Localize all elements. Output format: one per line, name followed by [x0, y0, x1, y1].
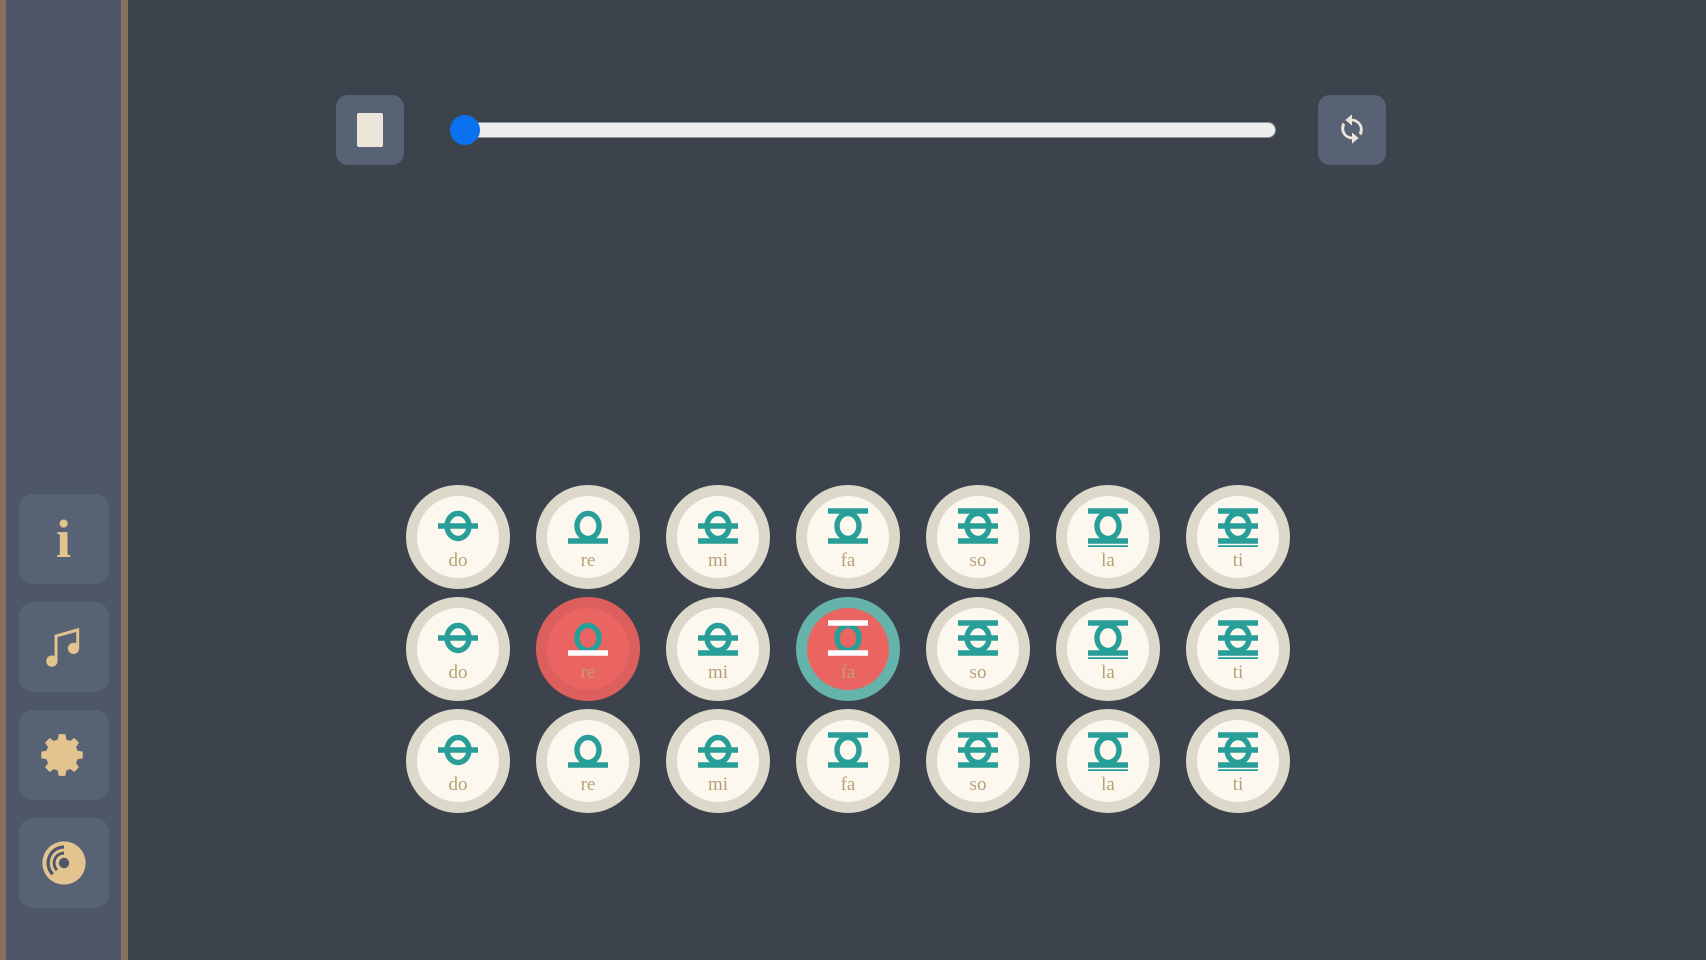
note-label: do: [448, 662, 468, 683]
note-button-middle-fa[interactable]: fa: [796, 597, 900, 701]
vinyl-record-icon: [38, 837, 90, 889]
note-button-high-ti[interactable]: ti: [1186, 709, 1290, 813]
slider-thumb[interactable]: [450, 115, 480, 145]
note-label: fa: [840, 662, 856, 683]
note-button-high-so[interactable]: so: [926, 709, 1030, 813]
sidebar-item-music[interactable]: [18, 602, 109, 692]
note-label: mi: [707, 662, 729, 683]
note-button-middle-mi[interactable]: mi: [666, 597, 770, 701]
note-button-low-la[interactable]: la: [1056, 485, 1160, 589]
note-button-middle-re[interactable]: re: [536, 597, 640, 701]
note-button-middle-so[interactable]: so: [926, 597, 1030, 701]
gear-icon: [39, 730, 89, 780]
note-label: re: [580, 550, 596, 571]
note-button-high-la[interactable]: la: [1056, 709, 1160, 813]
note-button-middle-ti[interactable]: ti: [1186, 597, 1290, 701]
note-button-middle-do[interactable]: do: [406, 597, 510, 701]
sidebar-item-info[interactable]: i: [18, 494, 109, 584]
note-label: re: [580, 662, 596, 683]
reload-button[interactable]: [1318, 95, 1386, 165]
note-label: do: [448, 550, 468, 571]
note-label: mi: [707, 550, 729, 571]
sidebar-item-settings[interactable]: [18, 710, 109, 800]
note-label: mi: [707, 774, 729, 795]
music-note-icon: [38, 621, 90, 673]
stop-button[interactable]: [336, 95, 404, 165]
note-label: fa: [840, 774, 856, 795]
note-label: re: [580, 774, 596, 795]
note-label: la: [1101, 662, 1115, 683]
note-button-low-so[interactable]: so: [926, 485, 1030, 589]
note-label: so: [969, 550, 987, 571]
note-button-low-ti[interactable]: ti: [1186, 485, 1290, 589]
slider-track[interactable]: [468, 122, 1276, 138]
note-button-high-re[interactable]: re: [536, 709, 640, 813]
note-label: la: [1101, 550, 1115, 571]
note-button-low-fa[interactable]: fa: [796, 485, 900, 589]
info-icon: i: [55, 509, 71, 569]
note-label: fa: [840, 550, 856, 571]
main-content: do re mi fa so la ti do re mi fa so la ti do re mi fa so la…: [128, 0, 1706, 960]
playback-toolbar: [336, 95, 1386, 165]
note-row-low: do re mi fa so la ti: [406, 485, 1290, 589]
note-grid: do re mi fa so la ti do re mi fa so la ti do re mi fa so la…: [406, 485, 1290, 813]
sidebar-item-record[interactable]: [18, 818, 109, 908]
note-label: so: [969, 774, 987, 795]
note-button-low-mi[interactable]: mi: [666, 485, 770, 589]
stop-square-icon: [357, 113, 383, 147]
note-button-high-do[interactable]: do: [406, 709, 510, 813]
refresh-icon: [1333, 110, 1371, 151]
note-label: ti: [1232, 774, 1244, 795]
note-row-high: do re mi fa so la ti: [406, 709, 1290, 813]
note-row-middle: do re mi fa so la ti: [406, 597, 1290, 701]
note-label: ti: [1232, 662, 1244, 683]
note-label: la: [1101, 774, 1115, 795]
note-button-high-fa[interactable]: fa: [796, 709, 900, 813]
note-label: do: [448, 774, 468, 795]
note-label: ti: [1232, 550, 1244, 571]
note-button-high-mi[interactable]: mi: [666, 709, 770, 813]
note-button-middle-la[interactable]: la: [1056, 597, 1160, 701]
tempo-slider[interactable]: [450, 115, 1276, 145]
note-button-low-do[interactable]: do: [406, 485, 510, 589]
sidebar: i: [0, 0, 128, 960]
note-button-low-re[interactable]: re: [536, 485, 640, 589]
note-label: so: [969, 662, 987, 683]
